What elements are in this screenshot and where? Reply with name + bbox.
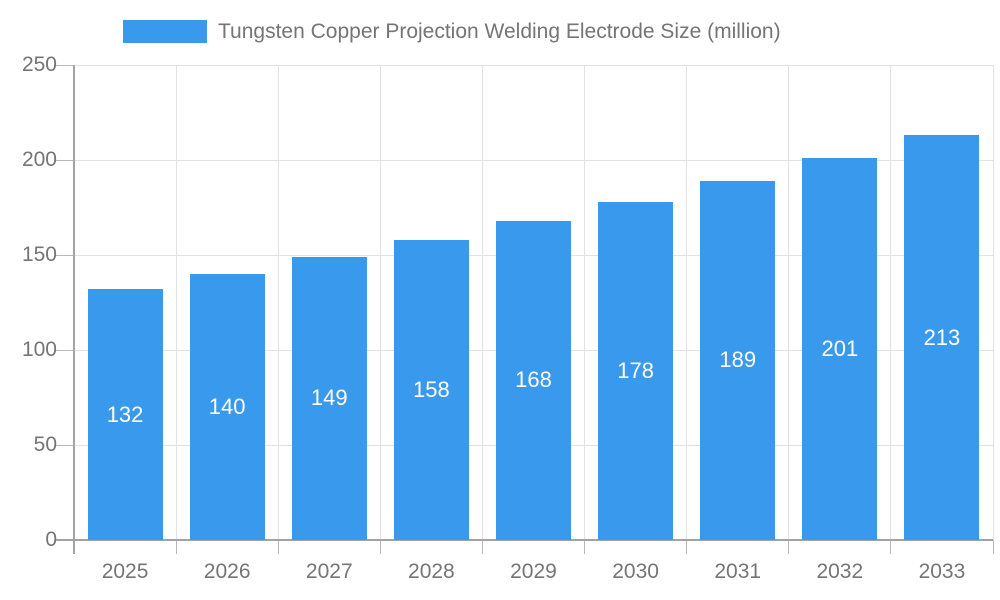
x-gridline [379, 65, 381, 540]
x-gridline [890, 65, 892, 540]
bar-value-label: 132 [106, 401, 144, 427]
x-axis-category-label: 2029 [510, 560, 557, 583]
x-gridline [686, 65, 688, 540]
x-axis-category-label: 2027 [305, 560, 353, 583]
x-axis-category-label: 2032 [816, 560, 864, 583]
bar[interactable] [496, 220, 571, 540]
y-axis-tick [56, 349, 74, 351]
y-axis-tick-label: 0 [45, 528, 57, 551]
x-axis-tick [992, 540, 994, 554]
y-axis-tick [56, 159, 74, 161]
y-gridline [74, 64, 993, 66]
x-axis-category-label: 2028 [408, 560, 455, 583]
bar-value-label: 158 [413, 376, 450, 402]
x-axis-tick [481, 540, 483, 554]
bar-value-label: 149 [310, 385, 348, 411]
y-axis-tick [56, 64, 74, 66]
bar[interactable] [598, 201, 674, 540]
y-axis-tick-label: 250 [21, 53, 57, 76]
x-gridline [992, 65, 994, 540]
x-axis-category-label: 2030 [612, 560, 659, 583]
x-gridline [175, 65, 177, 540]
bar[interactable] [904, 135, 980, 540]
x-gridline [277, 65, 279, 540]
bar[interactable] [700, 180, 776, 540]
bar-value-label: 168 [515, 367, 552, 393]
y-axis-tick-label: 150 [21, 243, 57, 266]
x-gridline [584, 65, 586, 540]
x-axis-category-label: 2026 [203, 560, 251, 583]
x-axis-tick [175, 540, 177, 554]
bar[interactable] [189, 274, 265, 540]
bar-value-label: 201 [821, 336, 859, 362]
y-axis-line [73, 65, 75, 554]
bar-value-label: 213 [923, 324, 961, 350]
x-axis-line [56, 539, 993, 541]
bar[interactable] [87, 289, 163, 540]
x-axis-category-label: 2033 [918, 560, 966, 583]
y-axis-tick-label: 50 [33, 433, 57, 456]
legend-swatch-icon [123, 20, 207, 43]
bar[interactable] [291, 256, 367, 540]
x-axis-tick [277, 540, 279, 554]
x-axis-category-label: 2025 [101, 560, 149, 583]
x-axis-tick [686, 540, 688, 554]
bar-value-label: 178 [617, 357, 654, 383]
x-axis-tick [379, 540, 381, 554]
x-gridline [481, 65, 483, 540]
bar[interactable] [802, 158, 878, 540]
legend-label: Tungsten Copper Projection Welding Elect… [218, 20, 781, 43]
y-axis-tick [56, 444, 74, 446]
x-axis-category-label: 2031 [714, 560, 762, 583]
x-axis-tick [788, 540, 790, 554]
legend-item[interactable]: Tungsten Copper Projection Welding Elect… [123, 20, 781, 43]
x-axis-tick [584, 540, 586, 554]
y-axis-tick-label: 200 [21, 148, 57, 171]
y-axis-tick [56, 254, 74, 256]
bar[interactable] [393, 239, 469, 540]
y-gridline [74, 159, 993, 161]
bar-value-label: 140 [208, 394, 246, 419]
bar-value-label: 189 [719, 347, 757, 373]
y-axis-tick-label: 100 [21, 338, 57, 361]
x-gridline [788, 65, 790, 540]
x-axis-tick [890, 540, 892, 554]
